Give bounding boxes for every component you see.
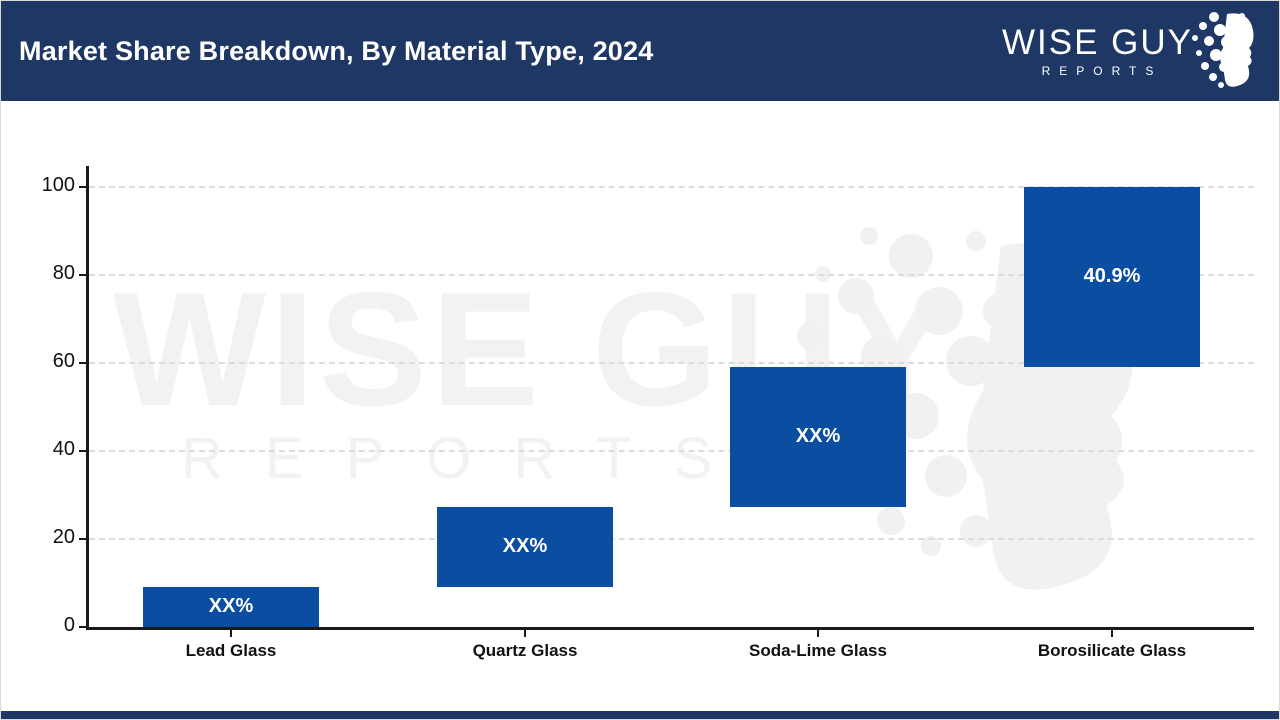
x-category-label: Quartz Glass [472, 641, 578, 660]
bar-quartz-glass: XX% [437, 506, 613, 587]
logo-face-icon [1192, 12, 1254, 88]
x-category-label: Borosilicate Glass [1037, 641, 1187, 660]
logo-wordmark: WISE GUY [1001, 22, 1193, 62]
x-category-label: Lead Glass [185, 641, 277, 660]
y-tick-label: 0 [63, 614, 75, 636]
bar-value-label: XX% [208, 595, 254, 618]
bar-value-label: XX% [502, 535, 548, 558]
x-axis-line [86, 627, 1254, 630]
y-tick-label: 60 [52, 350, 75, 372]
bar-soda-lime-glass: XX% [730, 366, 906, 507]
gridline [89, 274, 1254, 276]
y-tick-mark [79, 538, 88, 540]
logo-subtext: REPORTS [1041, 63, 1163, 78]
y-tick-mark [79, 274, 88, 276]
y-tick-mark [79, 186, 88, 188]
logo-text: WISE GUY REPORTS [1002, 25, 1193, 78]
gridline [89, 186, 1254, 188]
header: Market Share Breakdown, By Material Type… [1, 1, 1279, 101]
bar-value-label: 40.9% [1083, 265, 1141, 288]
x-tick-mark [230, 630, 232, 637]
y-tick-label: 40 [52, 438, 75, 460]
x-tick-mark [524, 630, 526, 637]
wiseguy-logo: WISE GUY REPORTS [1002, 8, 1261, 94]
bar-borosilicate-glass: 40.9% [1024, 187, 1200, 367]
footer-bar [1, 711, 1279, 719]
x-tick-mark [1111, 630, 1113, 637]
y-tick-mark [79, 450, 88, 452]
gridline [89, 538, 1254, 540]
x-category-label: Soda-Lime Glass [749, 641, 887, 660]
gridline [89, 362, 1254, 364]
y-tick-mark [79, 626, 88, 628]
gridline [89, 450, 1254, 452]
page-title: Market Share Breakdown, By Material Type… [19, 35, 654, 66]
y-tick-label: 100 [41, 174, 75, 196]
x-tick-mark [817, 630, 819, 637]
y-tick-label: 20 [52, 526, 75, 548]
watermark-subtext: REPORTS [181, 426, 755, 491]
bar-value-label: XX% [795, 425, 841, 448]
y-axis-line [86, 166, 89, 630]
y-tick-mark [79, 362, 88, 364]
y-tick-label: 80 [52, 262, 75, 284]
bar-lead-glass: XX% [143, 586, 319, 627]
